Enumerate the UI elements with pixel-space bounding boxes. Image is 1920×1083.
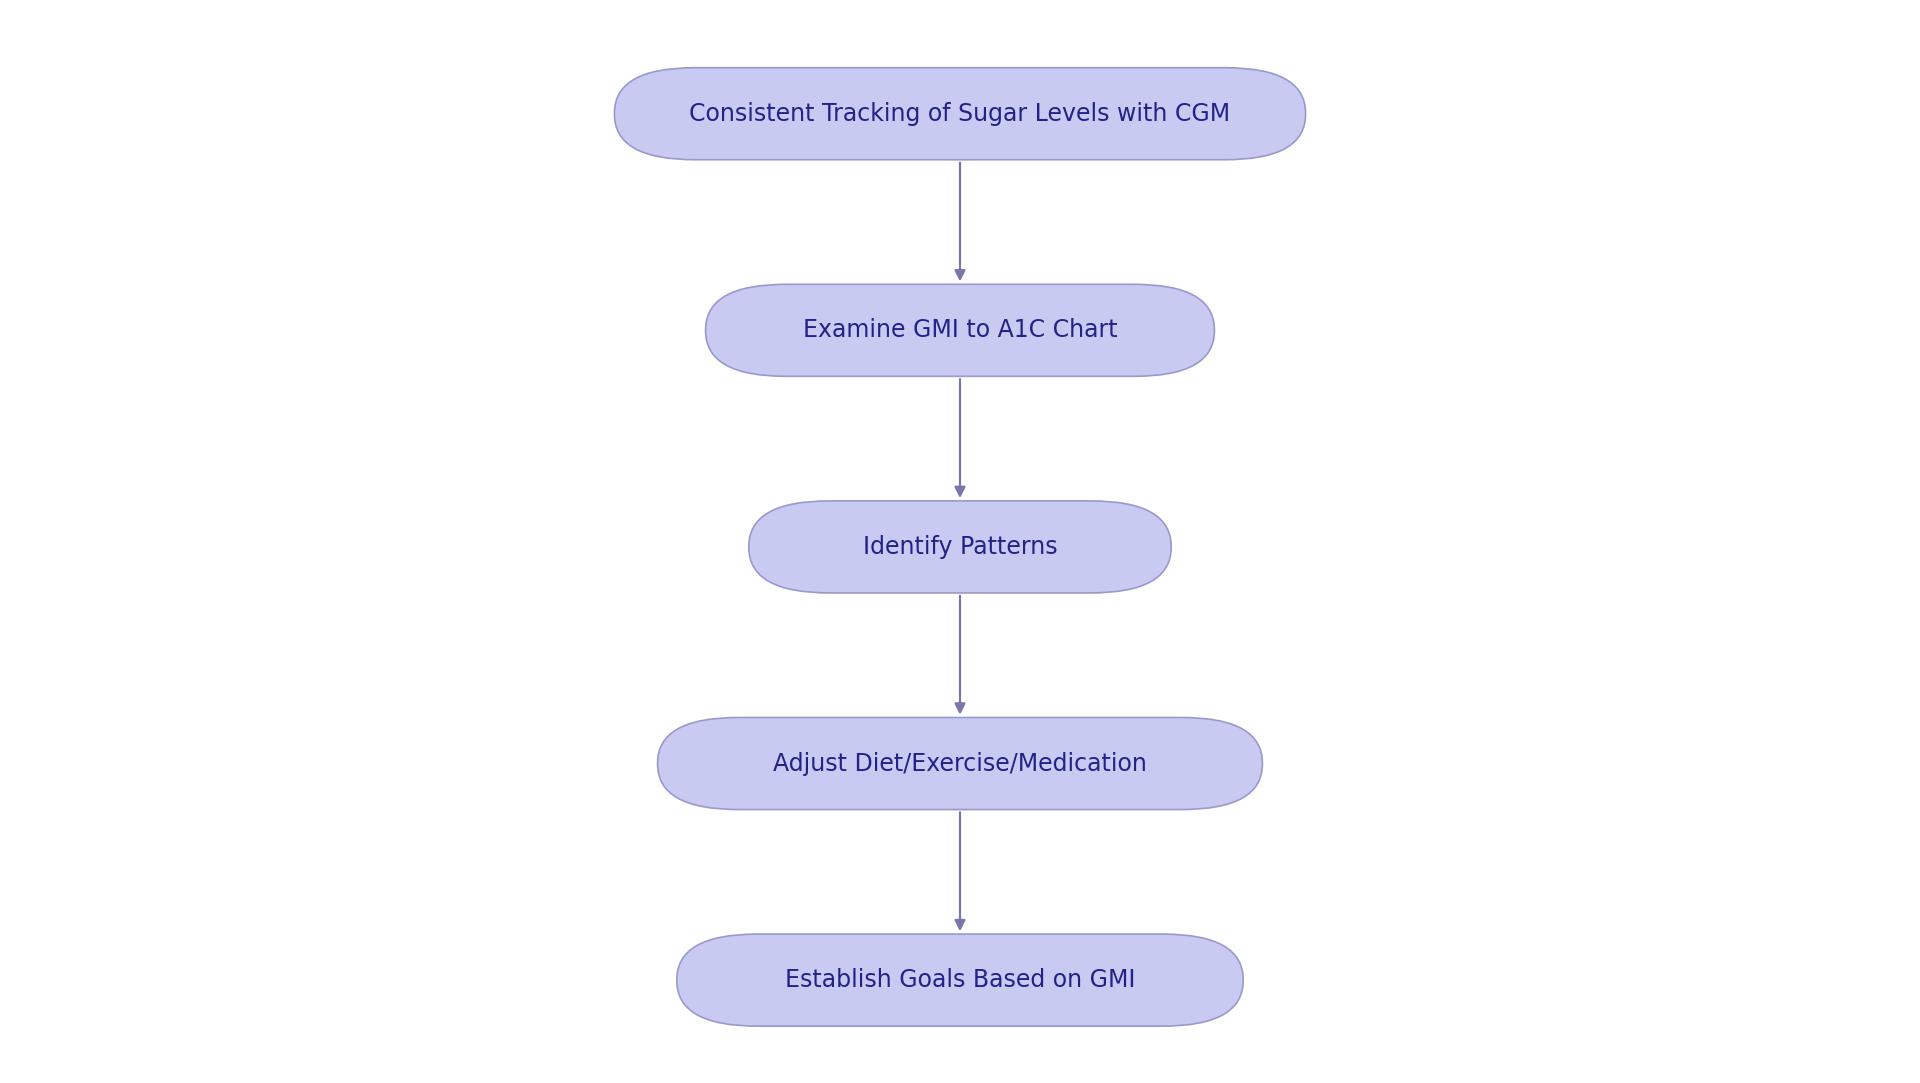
- FancyBboxPatch shape: [614, 67, 1306, 159]
- Text: Consistent Tracking of Sugar Levels with CGM: Consistent Tracking of Sugar Levels with…: [689, 102, 1231, 126]
- FancyBboxPatch shape: [678, 934, 1242, 1027]
- FancyBboxPatch shape: [749, 500, 1171, 593]
- FancyBboxPatch shape: [657, 717, 1263, 810]
- FancyBboxPatch shape: [707, 285, 1215, 377]
- Text: Adjust Diet/Exercise/Medication: Adjust Diet/Exercise/Medication: [774, 752, 1146, 775]
- Text: Identify Patterns: Identify Patterns: [862, 535, 1058, 559]
- Text: Examine GMI to A1C Chart: Examine GMI to A1C Chart: [803, 318, 1117, 342]
- Text: Establish Goals Based on GMI: Establish Goals Based on GMI: [785, 968, 1135, 992]
